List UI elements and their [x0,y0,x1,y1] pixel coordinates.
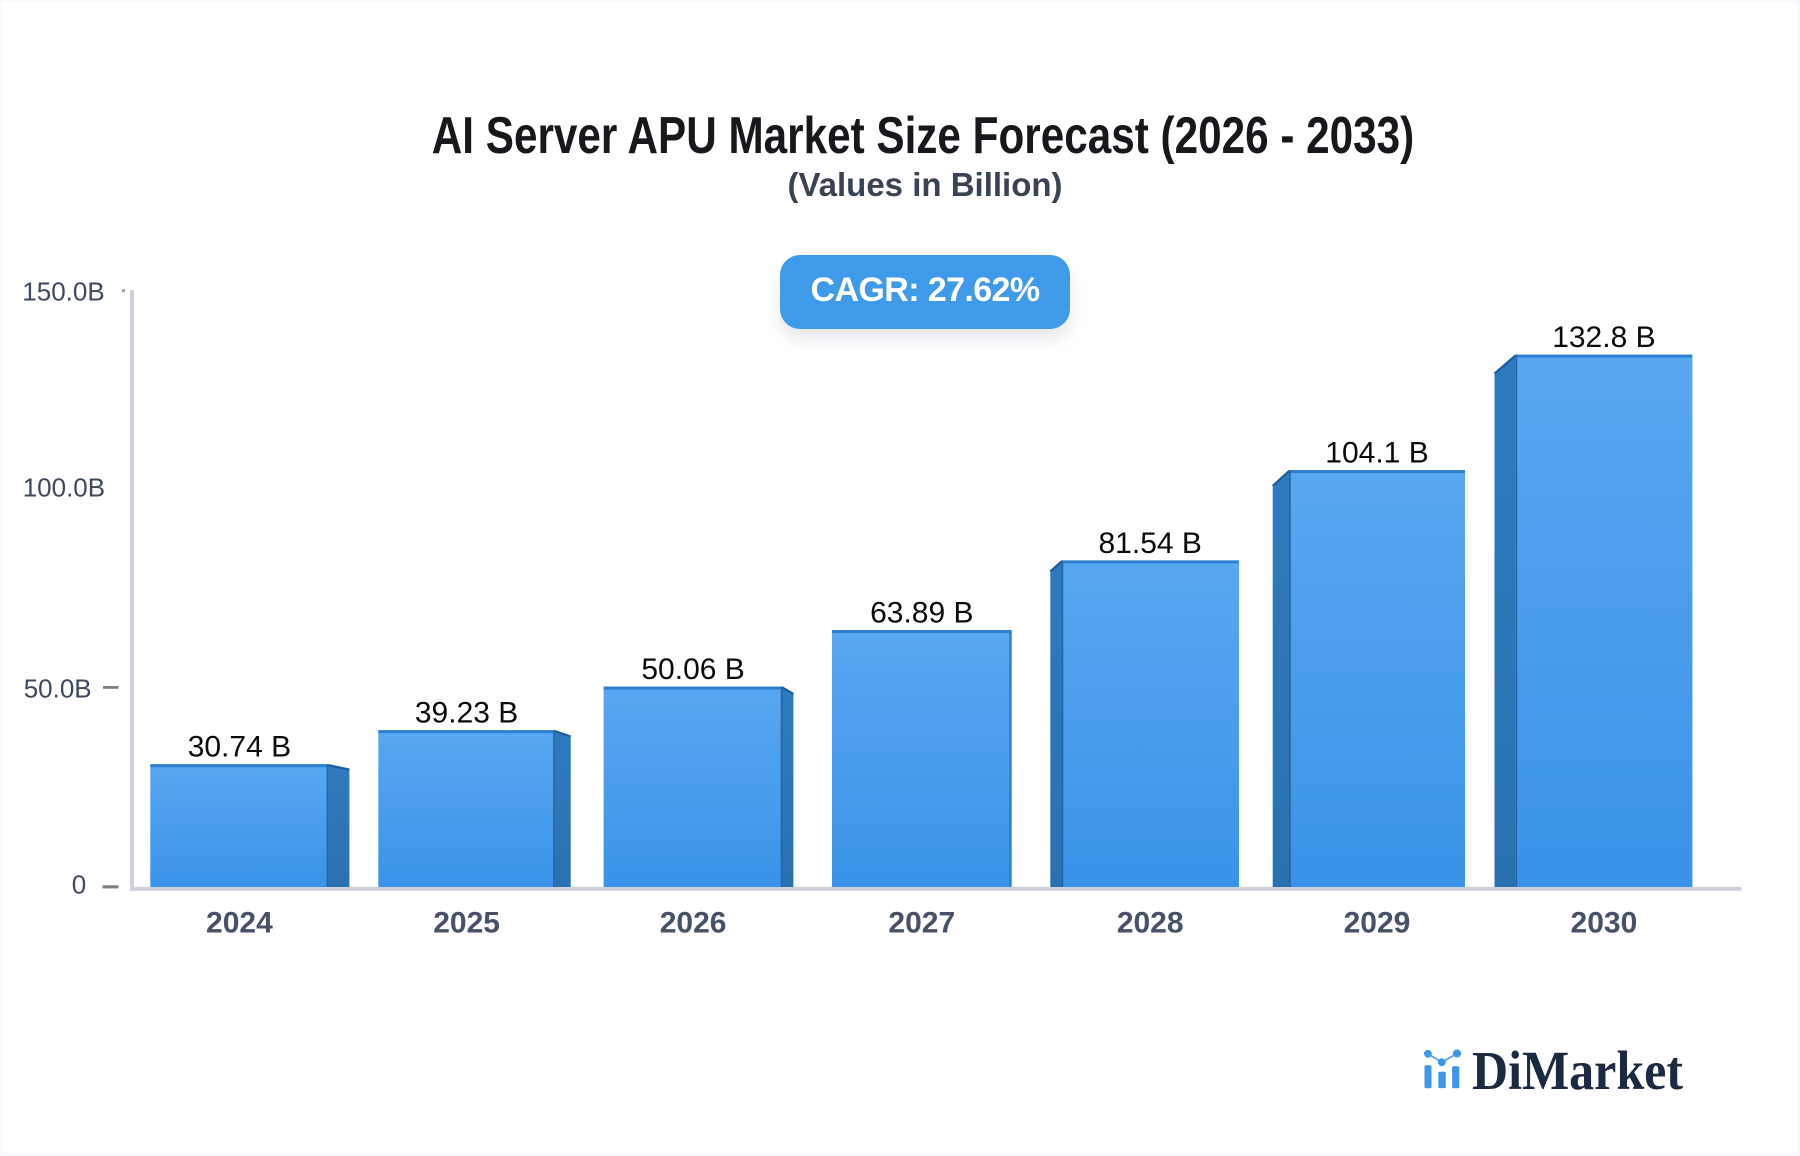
svg-text:100.0B: 100.0B [23,473,105,503]
svg-text:2025: 2025 [433,906,500,939]
svg-text:2028: 2028 [1117,906,1184,939]
svg-text:50.0B: 50.0B [24,674,92,704]
svg-text:2026: 2026 [660,906,727,939]
svg-text:2024: 2024 [206,906,273,939]
svg-text:2029: 2029 [1344,906,1411,939]
svg-text:50.06 B: 50.06 B [641,653,744,686]
svg-text:81.54 B: 81.54 B [1098,527,1201,560]
svg-text:0: 0 [72,870,86,900]
svg-text:2027: 2027 [888,906,955,939]
svg-text:150.0B: 150.0B [22,276,104,306]
svg-text:2030: 2030 [1571,906,1638,939]
svg-text:39.23 B: 39.23 B [415,697,518,730]
svg-text:30.74 B: 30.74 B [188,731,291,764]
svg-text:104.1 B: 104.1 B [1325,437,1428,470]
svg-text:63.89 B: 63.89 B [870,597,973,630]
svg-text:132.8 B: 132.8 B [1552,321,1655,354]
